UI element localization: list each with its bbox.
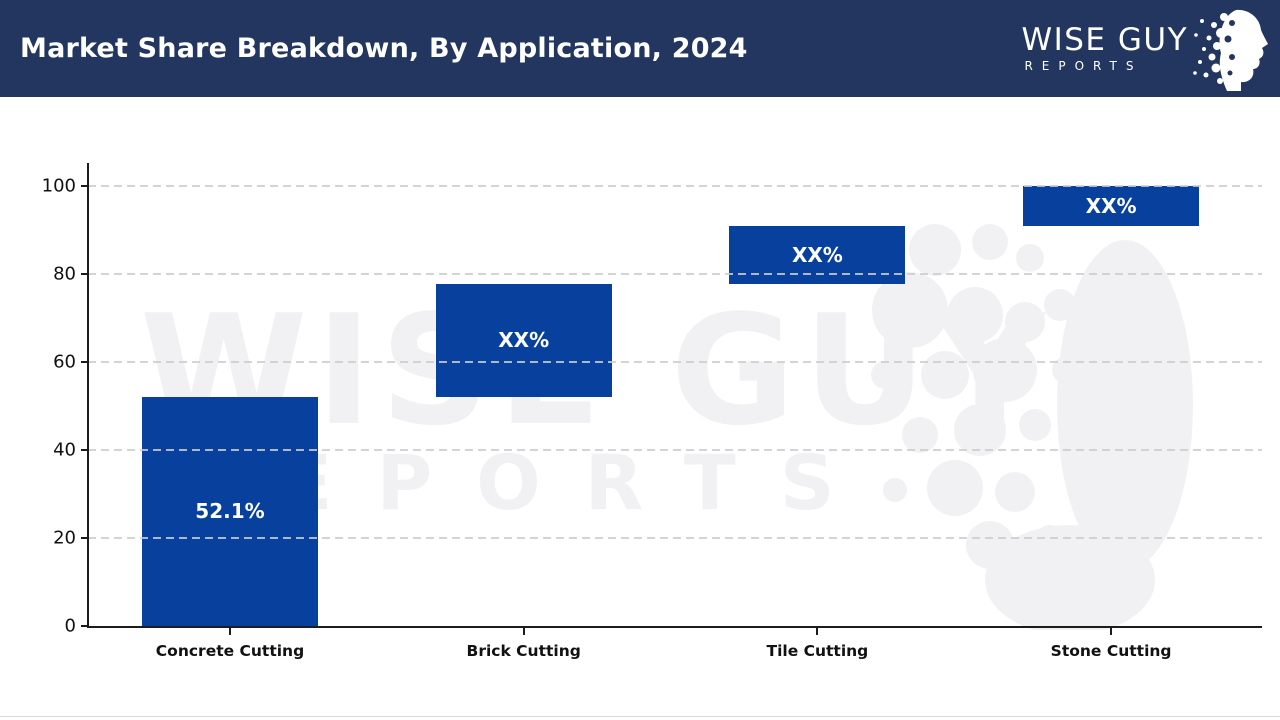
x-axis-line	[87, 626, 1262, 628]
x-tick-2	[816, 628, 819, 635]
y-tick-label-60: 60	[53, 351, 76, 373]
logo-wordmark: WISE GUY	[1021, 22, 1188, 58]
y-tick-label-100: 100	[41, 175, 76, 197]
bar-concrete-cutting	[142, 396, 318, 626]
y-tick-label-40: 40	[53, 439, 76, 461]
category-label: Stone Cutting	[1050, 642, 1172, 660]
bar-brick-cutting	[435, 283, 612, 397]
y-tick-label-80: 80	[53, 263, 76, 285]
logo-head-icon	[1193, 9, 1268, 91]
y-tick-20	[81, 537, 88, 539]
watermark-head-graphic	[871, 224, 1193, 630]
bar-value-label: XX%	[498, 328, 550, 353]
logo-subtitle: REPORTS	[1024, 59, 1143, 73]
x-tick-0	[229, 628, 231, 635]
y-axis-line	[87, 163, 89, 628]
y-tick-80	[81, 273, 88, 275]
bar-value-label: 52.1%	[195, 499, 265, 524]
y-tick-40	[81, 449, 88, 451]
category-label: Concrete Cutting	[155, 642, 305, 660]
chart-title: Market Share Breakdown, By Application, …	[20, 33, 748, 64]
logo-text: WISE GUY REPORTS	[1021, 22, 1188, 73]
figure-bottom-edge	[0, 716, 1280, 717]
x-tick-1	[522, 628, 525, 635]
y-tick-100	[81, 185, 88, 187]
y-tick-label-20: 20	[53, 527, 76, 549]
y-tick-label-0: 0	[64, 615, 76, 637]
category-label: Brick Cutting	[466, 642, 581, 660]
bar-value-label: XX%	[1085, 193, 1137, 218]
x-tick-3	[1110, 628, 1113, 635]
header-band: Market Share Breakdown, By Application, …	[0, 0, 1280, 97]
y-tick-0	[81, 625, 88, 627]
wise-guy-reports-logo: WISE GUY REPORTS	[1021, 5, 1280, 93]
bar-stone-cutting	[1023, 186, 1200, 226]
y-tick-60	[81, 361, 88, 363]
bar-value-label: XX%	[791, 242, 843, 267]
category-label: Tile Cutting	[766, 642, 869, 660]
